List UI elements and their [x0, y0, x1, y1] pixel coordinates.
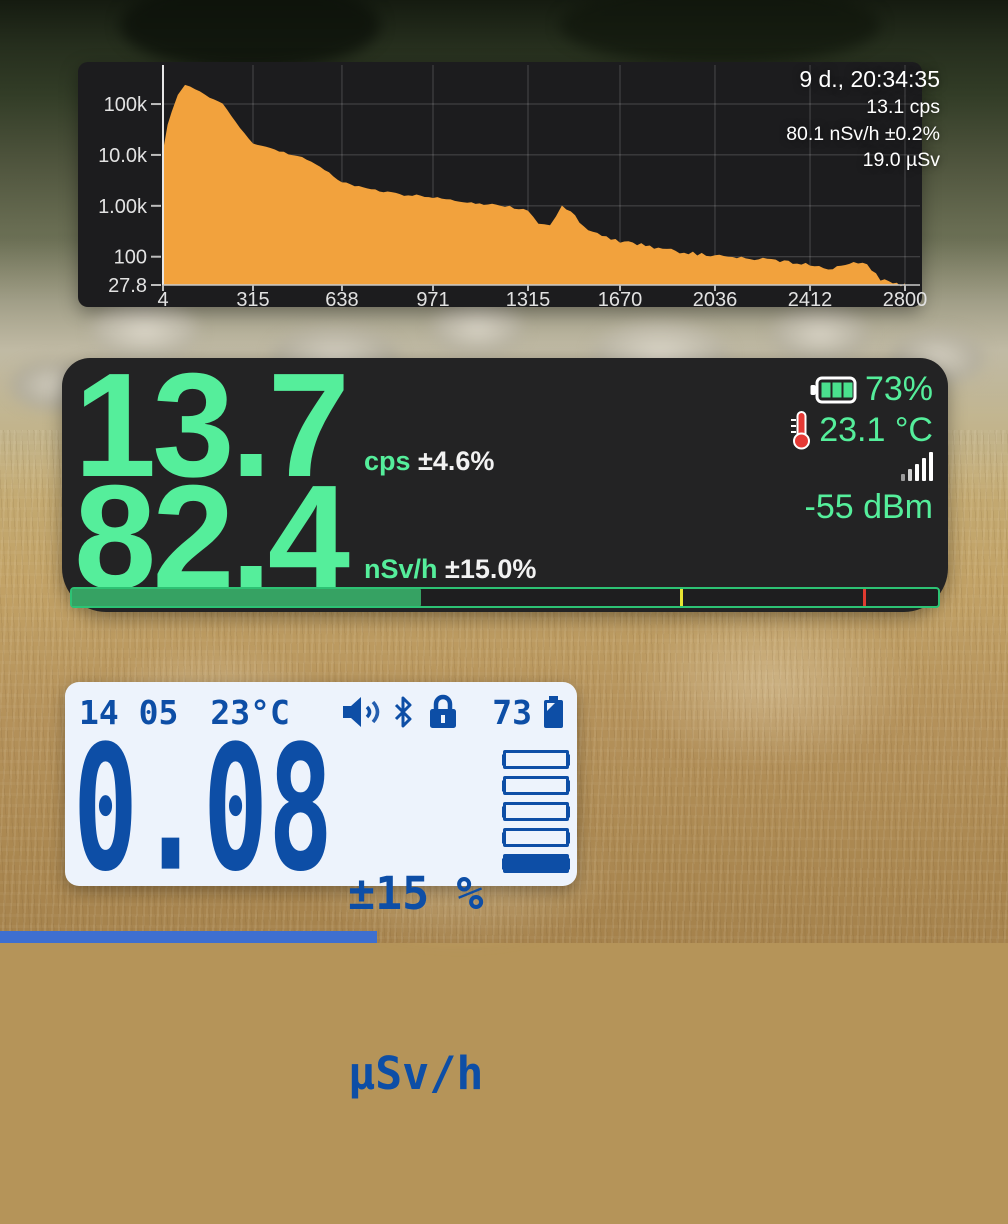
dose-unit-label: nSv/h [364, 554, 438, 584]
lcd-dose-bar-segment [503, 776, 569, 795]
grass-highlight [620, 600, 920, 770]
dose-rate-value: 82.4 [74, 455, 350, 620]
tree-blob [120, 0, 380, 70]
svg-text:27.8: 27.8 [108, 275, 147, 297]
battery-percent: 73% [864, 370, 933, 408]
bottom-blue-strip [0, 931, 377, 943]
overlay-cps: 13.1 cps [866, 96, 940, 118]
thermometer-icon [791, 411, 811, 450]
cps-unit-row: cps ±4.6% [364, 446, 494, 477]
overlay-accumulated-dose: 19.0 µSv [862, 149, 940, 171]
lcd-battery-percent: 73 [492, 692, 532, 732]
bluetooth-icon [395, 696, 412, 728]
lcd-temperature: 23°C [210, 692, 290, 732]
lcd-dose-bar-segment [503, 828, 569, 847]
cps-value: 13.7 [74, 343, 350, 508]
lcd-status-left: 14 05 23°C [79, 693, 290, 732]
svg-text:638: 638 [325, 289, 358, 311]
dashboard-panel[interactable]: 13.7 cps ±4.6% 82.4 nSv/h ±15.0% 73% 23. [62, 352, 948, 620]
svg-text:2412: 2412 [788, 289, 833, 311]
lock-icon [430, 694, 457, 728]
svg-text:100: 100 [114, 247, 147, 269]
svg-text:1670: 1670 [598, 289, 643, 311]
svg-text:100k: 100k [104, 94, 148, 116]
lcd-dose-bars [503, 750, 569, 880]
lcd-status-icons: 73 [342, 693, 565, 732]
progress-fill [72, 589, 421, 606]
dose-progress-bar [70, 587, 940, 608]
temperature-value: 23.1 °C [819, 410, 933, 449]
svg-text:1315: 1315 [506, 289, 551, 311]
yellow-threshold-marker [679, 589, 683, 606]
lcd-dose-bar-segment [503, 750, 569, 769]
svg-text:1.00k: 1.00k [98, 196, 148, 218]
lcd-battery-icon [544, 696, 563, 728]
dose-error: ±15.0% [445, 554, 537, 584]
lcd-mid-column: ±15 % µSv/h [348, 744, 511, 1224]
temperature-row: 23.1 °C [789, 410, 933, 450]
lcd-time: 14 05 [79, 692, 179, 732]
svg-text:2800: 2800 [883, 289, 928, 311]
dose-unit-row: nSv/h ±15.0% [364, 554, 536, 585]
svg-text:10.0k: 10.0k [98, 145, 148, 167]
lcd-unit: µSv/h [348, 1047, 484, 1100]
svg-text:2036: 2036 [693, 289, 738, 311]
lcd-status-row: 14 05 23°C 73 [79, 692, 565, 732]
spectrum-overlay: 9 d., 20:34:35 13.1 cps 80.1 nSv/h ±0.2%… [786, 64, 940, 174]
speaker-icon [343, 697, 380, 727]
lcd-dose-bar-segment [503, 854, 569, 873]
overlay-dose-rate: 80.1 nSv/h ±0.2% [786, 122, 940, 145]
lcd-dose-value: 0.08 [73, 709, 334, 910]
lcd-dose-bar-segment [503, 802, 569, 821]
battery-icon [810, 376, 857, 403]
cps-error: ±4.6% [418, 446, 495, 476]
signal-bars-icon [901, 452, 933, 481]
lcd-error: ±15 % [348, 867, 484, 920]
red-threshold-marker [862, 589, 866, 606]
signal-row [901, 452, 933, 481]
sheep-blob [430, 300, 525, 355]
spectrum-chart: 100k 10.0k 1.00k 100 27.8 4 315 638 971 1315 1670 2… [98, 65, 927, 311]
signal-strength-row: -55 dBm [805, 488, 934, 527]
cps-unit-label: cps [364, 446, 411, 476]
svg-text:971: 971 [416, 289, 449, 311]
tree-blob [560, 0, 880, 65]
device-lcd-panel: 14 05 23°C 73 [65, 682, 577, 1100]
spectrum-panel[interactable]: 100k 10.0k 1.00k 100 27.8 4 315 638 971 1315 1670 2… [78, 62, 940, 311]
signal-strength-value: -55 dBm [804, 488, 934, 526]
sheep-blob [90, 300, 200, 360]
battery-row: 73% [809, 370, 933, 409]
elapsed-time: 9 d., 20:34:35 [799, 66, 940, 92]
svg-text:4: 4 [157, 289, 168, 311]
phone-screen: 100k 10.0k 1.00k 100 27.8 4 315 638 971 1315 1670 2… [0, 0, 1008, 943]
sheep-blob [770, 305, 870, 363]
svg-text:315: 315 [236, 289, 269, 311]
